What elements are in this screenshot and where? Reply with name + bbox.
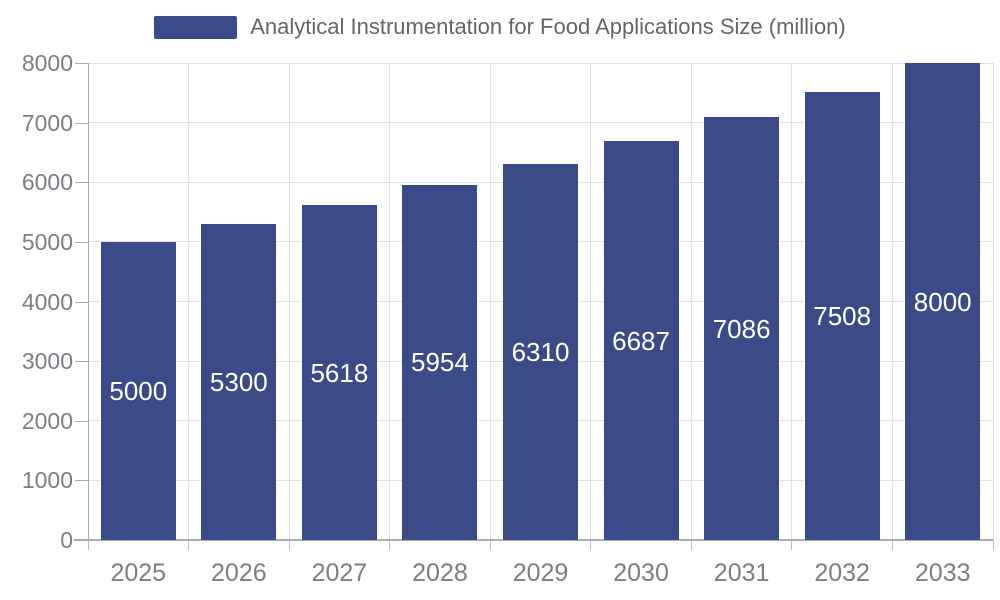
y-axis-label: 3000 xyxy=(21,348,73,375)
bar-value-label-2027: 5618 xyxy=(310,357,369,388)
x-tick-1 xyxy=(188,540,190,550)
bar-2029[interactable] xyxy=(503,163,578,540)
bar-value-label-2025: 5000 xyxy=(109,375,168,406)
x-tick-4 xyxy=(489,540,491,550)
bar-2031[interactable] xyxy=(704,117,780,540)
x-tick-5 xyxy=(590,540,592,550)
bar-value-label-2032: 7508 xyxy=(813,301,872,332)
x-axis-label-2031: 2031 xyxy=(713,559,770,587)
bar-value-label-2033: 8000 xyxy=(913,286,972,317)
y-axis-label: 2000 xyxy=(21,407,73,434)
y-axis-label: 8000 xyxy=(21,50,73,76)
gridline-x-1 xyxy=(188,63,190,540)
bar-value-label-2026: 5300 xyxy=(209,366,268,397)
legend-item[interactable]: Analytical Instrumentation for Food Appl… xyxy=(0,14,1000,40)
bar-2033[interactable] xyxy=(905,63,981,540)
y-axis-spine xyxy=(87,63,89,540)
gridline-x-3 xyxy=(389,63,391,540)
gridline-x-6 xyxy=(690,63,692,540)
y-tick-3000 xyxy=(75,361,88,363)
x-axis-label-2027: 2027 xyxy=(311,559,368,587)
gridline-x-9 xyxy=(992,63,994,540)
gridline-x-8 xyxy=(891,63,893,540)
y-tick-6000 xyxy=(75,182,88,184)
y-tick-7000 xyxy=(75,122,88,124)
bar-value-label-2028: 5954 xyxy=(411,347,469,378)
bar-value-label-2030: 6687 xyxy=(612,325,670,356)
legend-swatch xyxy=(154,15,238,39)
gridline-x-7 xyxy=(791,63,793,540)
x-tick-9 xyxy=(992,540,994,550)
y-tick-2000 xyxy=(75,420,88,422)
gridline-x-5 xyxy=(590,63,592,540)
y-tick-1000 xyxy=(75,480,88,482)
x-axis-label-2025: 2025 xyxy=(110,559,167,587)
x-tick-2 xyxy=(288,540,290,550)
y-axis-label: 1000 xyxy=(21,467,73,494)
x-axis-label-2030: 2030 xyxy=(613,559,669,587)
gridline-y-7000 xyxy=(88,122,993,124)
y-axis-label: 7000 xyxy=(21,109,73,136)
y-axis-label: 0 xyxy=(60,527,73,553)
gridline-x-2 xyxy=(288,63,290,540)
gridline-y-8000 xyxy=(88,62,993,64)
x-tick-7 xyxy=(791,540,793,550)
bar-2032[interactable] xyxy=(804,92,880,540)
bar-2030[interactable] xyxy=(603,141,679,540)
x-axis-label-2029: 2029 xyxy=(512,559,569,587)
x-axis-line xyxy=(74,539,993,541)
bar-2028[interactable] xyxy=(402,184,478,540)
x-tick-3 xyxy=(389,540,391,550)
bar-value-label-2029: 6310 xyxy=(511,336,570,367)
x-tick-8 xyxy=(891,540,893,550)
y-tick-8000 xyxy=(75,63,88,64)
x-axis-label-2032: 2032 xyxy=(814,559,870,587)
x-axis-label-2026: 2026 xyxy=(211,559,267,587)
bar-value-label-2031: 7086 xyxy=(712,313,771,344)
bar-2025[interactable] xyxy=(100,241,176,540)
x-axis-label-2033: 2033 xyxy=(914,559,971,587)
legend-label: Analytical Instrumentation for Food Appl… xyxy=(250,14,846,39)
x-tick-6 xyxy=(690,540,692,550)
bar-2026[interactable] xyxy=(201,223,277,540)
y-tick-5000 xyxy=(75,241,88,243)
plot-area: 5000 5300 5618 5954 6310 6687 7086 7508 8000 xyxy=(74,62,994,550)
bar-2027[interactable] xyxy=(301,205,377,540)
y-axis-label: 5000 xyxy=(21,228,73,255)
x-axis-label-2028: 2028 xyxy=(412,559,468,587)
gridline-x-4 xyxy=(489,63,491,540)
x-tick-0 xyxy=(87,540,89,550)
y-tick-4000 xyxy=(75,301,88,303)
y-axis-label: 6000 xyxy=(21,169,73,196)
y-axis-label: 4000 xyxy=(21,288,73,315)
